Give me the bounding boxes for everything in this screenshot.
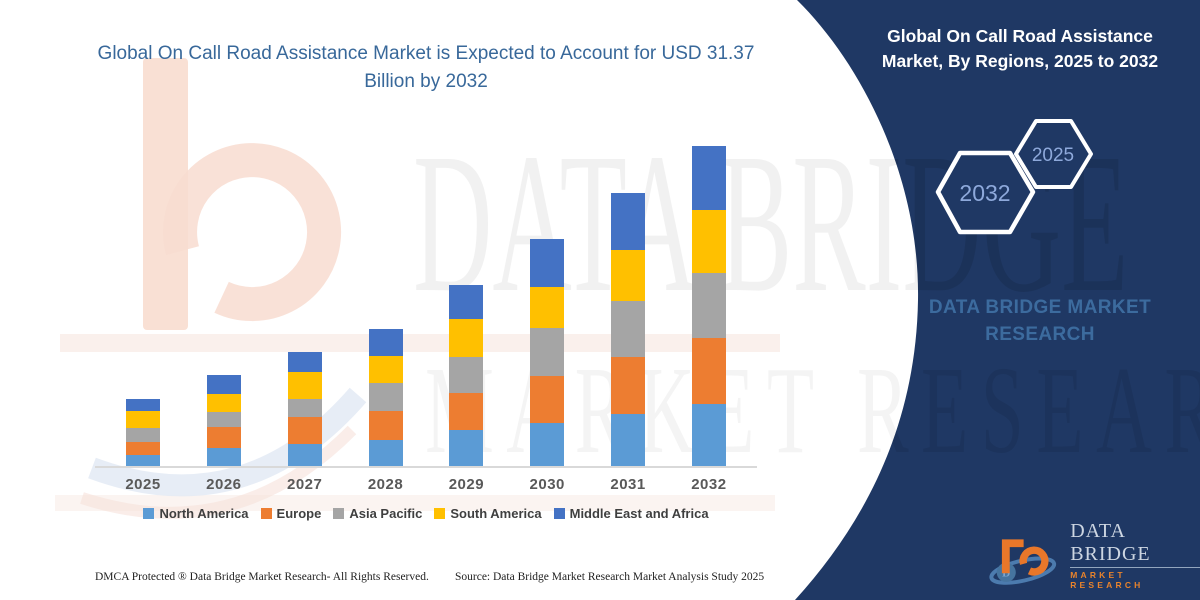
sidebar-title: Global On Call Road Assistance Market, B…	[881, 26, 1159, 71]
footer-source-text: Source: Data Bridge Market Research Mark…	[455, 571, 765, 583]
x-axis-label-2027: 2027	[287, 476, 323, 493]
bar-segment-2027-north-america	[287, 443, 322, 466]
bar-segment-2025-middle-east-and-africa	[126, 398, 160, 411]
hexagon-2025-label: 2025	[1032, 145, 1074, 166]
bar-segment-2026-europe	[206, 427, 241, 448]
footer-dmca-text: DMCA Protected ® Data Bridge Market Rese…	[95, 571, 429, 583]
bar-segment-2030-south-america	[530, 286, 565, 329]
bar-segment-2029-europe	[449, 392, 484, 431]
legend-item-north-america: North America	[143, 506, 249, 521]
x-axis-label-2025: 2025	[125, 476, 161, 493]
bar-segment-2029-north-america	[449, 430, 484, 466]
bar-segment-2030-asia-pacific	[530, 328, 565, 377]
bar-segment-2025-north-america	[126, 454, 160, 466]
legend-label-asia-pacific: Asia Pacific	[349, 506, 423, 521]
x-axis-label-2031: 2031	[610, 476, 646, 493]
bar-segment-2025-south-america	[126, 410, 160, 429]
hexagon-2032-label: 2032	[959, 180, 1010, 206]
bar-segment-2027-middle-east-and-africa	[287, 351, 322, 373]
legend-swatch-europe	[260, 508, 272, 519]
hexagon-2025	[1014, 119, 1093, 189]
x-axis-label-2029: 2029	[448, 476, 485, 493]
legend-swatch-asia-pacific	[333, 508, 345, 519]
svg-text:D: D	[1002, 568, 1010, 580]
bar-segment-2028-europe	[368, 410, 403, 440]
bar-segment-2032-asia-pacific	[691, 273, 726, 338]
stacked-bar-2030	[530, 238, 565, 466]
stacked-bar-chart: 2025 2026 2027 2028 2029 2030 2031 2032 North A…	[95, 146, 757, 521]
bar-segment-2027-south-america	[287, 372, 322, 399]
bar-segment-2030-middle-east-and-africa	[530, 238, 565, 287]
x-axis-label-2028: 2028	[367, 476, 404, 493]
bar-segment-2028-middle-east-and-africa	[368, 329, 403, 356]
bar-segment-2028-asia-pacific	[368, 383, 403, 411]
bar-column-2032	[687, 146, 731, 466]
x-axis-label-2026: 2026	[206, 476, 242, 493]
legend: North America Europe Asia Pacific South Ame…	[95, 506, 757, 521]
bar-column-2029	[444, 284, 488, 466]
legend-swatch-south-america	[434, 508, 446, 519]
bar-segment-2031-south-america	[611, 249, 646, 301]
bar-column-2028	[364, 329, 408, 466]
x-axis-label-2032: 2032	[691, 476, 727, 493]
stacked-bar-2028	[368, 329, 403, 466]
bar-segment-2032-north-america	[691, 403, 726, 466]
bar-segment-2028-north-america	[368, 439, 403, 466]
legend-label-north-america: North America	[159, 506, 249, 521]
bar-segment-2031-north-america	[611, 414, 646, 466]
chart-title: Global On Call Road Assistance Market is…	[97, 43, 755, 92]
dbmr-logo-subtitle: MARKET RESEARCH	[1070, 570, 1144, 590]
bar-column-2030	[525, 238, 569, 466]
bar-segment-2029-south-america	[449, 319, 484, 357]
bar-column-2026	[202, 375, 246, 466]
legend-label-europe: Europe	[276, 506, 322, 521]
bar-segment-2032-europe	[691, 337, 726, 404]
bar-segment-2027-asia-pacific	[287, 398, 322, 418]
dbmr-logo-mark-icon: D	[989, 539, 1057, 585]
bar-segment-2030-north-america	[530, 423, 565, 466]
legend-swatch-north-america	[143, 508, 155, 519]
stacked-bar-2032	[691, 146, 726, 466]
legend-label-south-america: South America	[450, 506, 542, 521]
bar-segment-2027-europe	[287, 417, 322, 444]
bar-column-2025	[121, 398, 165, 466]
bar-segment-2031-europe	[611, 356, 646, 414]
bar-segment-2026-asia-pacific	[206, 411, 241, 428]
stacked-bar-2026	[206, 375, 241, 466]
bar-segment-2030-europe	[530, 376, 565, 424]
bar-segment-2031-asia-pacific	[611, 300, 646, 357]
stacked-bar-2031	[611, 192, 646, 466]
legend-item-south-america: South America	[434, 506, 542, 521]
stacked-bar-2027	[287, 351, 322, 466]
bar-segment-2025-europe	[126, 441, 160, 455]
legend-item-asia-pacific: Asia Pacific	[333, 506, 422, 521]
x-axis-labels: 2025 2026 2027 2028 2029 2030 2031 2032	[95, 476, 757, 493]
stacked-bar-2025	[126, 398, 160, 466]
stacked-bar-2029	[449, 284, 484, 466]
dbmr-logo-name: DATA BRIDGE	[1070, 520, 1200, 568]
bar-column-2027	[283, 351, 327, 466]
bar-segment-2026-north-america	[206, 447, 241, 466]
bar-segment-2026-south-america	[206, 393, 241, 412]
bar-segment-2032-south-america	[691, 210, 726, 274]
legend-item-middle-east-and-africa: Middle East and Africa	[553, 506, 709, 521]
x-axis-label-2030: 2030	[529, 476, 565, 493]
plot-area	[95, 146, 757, 468]
legend-item-europe: Europe	[260, 506, 322, 521]
dbmr-logo: D DATA BRIDGE MARKET RESEARCH	[988, 520, 1200, 590]
bar-segment-2028-south-america	[368, 355, 403, 384]
bar-segment-2031-middle-east-and-africa	[611, 192, 646, 250]
bar-column-2031	[606, 192, 650, 466]
bar-segment-2029-middle-east-and-africa	[449, 284, 484, 320]
bar-segment-2026-middle-east-and-africa	[206, 375, 241, 394]
bar-segment-2025-asia-pacific	[126, 428, 160, 442]
legend-label-middle-east-and-africa: Middle East and Africa	[569, 506, 709, 521]
bar-segment-2029-asia-pacific	[449, 356, 484, 393]
legend-swatch-middle-east-and-africa	[553, 508, 565, 519]
sidebar-brand-text: DATA BRIDGE MARKET RESEARCH	[928, 297, 1152, 345]
hexagon-2032	[935, 150, 1036, 235]
bar-segment-2032-middle-east-and-africa	[691, 146, 726, 211]
